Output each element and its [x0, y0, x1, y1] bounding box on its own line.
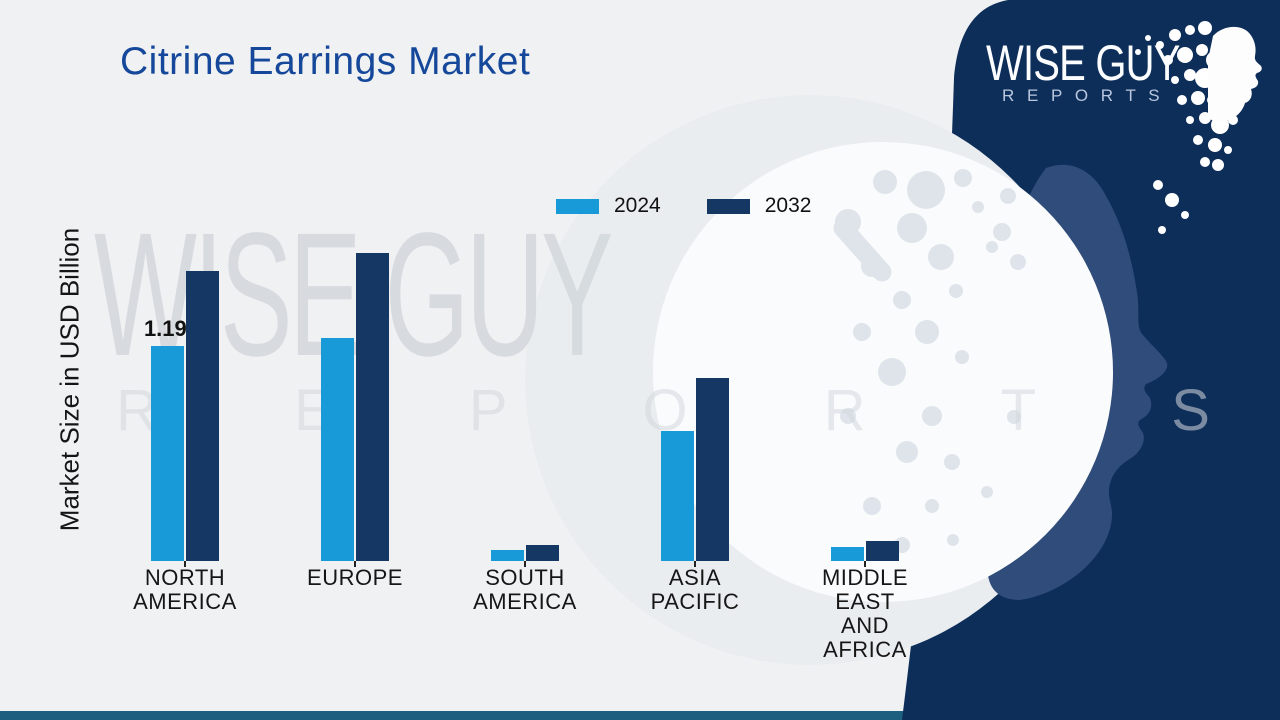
legend-swatch-2024 — [556, 198, 599, 214]
axis-tick — [354, 561, 356, 567]
bar-2032-middle-east-and-africa — [866, 541, 899, 561]
bar-2024-asia-pacific — [661, 431, 694, 561]
legend-item-2024: 2024 — [556, 194, 661, 218]
bar-2032-north-america — [186, 271, 219, 561]
bar-2024-north-america — [151, 346, 184, 561]
bar-2032-europe — [356, 253, 389, 561]
logo-brand-name: WISE GUY — [986, 35, 1180, 91]
category-label: MIDDLE EAST AND AFRICA — [821, 565, 909, 662]
bar-2024-south-america — [491, 550, 524, 561]
bar-2032-south-america — [526, 545, 559, 561]
axis-tick — [184, 561, 186, 567]
legend-label-2032: 2032 — [764, 194, 812, 217]
bar-2032-asia-pacific — [696, 378, 729, 561]
legend: 2024 2032 — [556, 194, 857, 218]
axis-tick — [524, 561, 526, 567]
bottom-accent-bar — [0, 711, 906, 720]
legend-item-2032: 2032 — [706, 194, 812, 218]
category-label: NORTH AMERICA — [133, 565, 237, 614]
page-title: Citrine Earrings Market — [120, 40, 531, 83]
legend-swatch-2032 — [706, 198, 750, 214]
category-label: ASIA PACIFIC — [650, 565, 740, 614]
bar-2024-middle-east-and-africa — [831, 547, 864, 561]
logo-brand-subtitle: R E P O R T S — [1002, 86, 1164, 105]
logo-face-silhouette — [1208, 26, 1262, 122]
axis-tick — [694, 561, 696, 567]
bar-value-label: 1.19 — [143, 316, 187, 341]
y-axis-title: Market Size in USD Billion — [54, 227, 85, 532]
legend-label-2024: 2024 — [614, 194, 661, 217]
watermark-reports-text: R E P O R T S — [116, 378, 1270, 443]
axis-tick — [864, 561, 866, 567]
category-label: SOUTH AMERICA — [473, 565, 577, 614]
category-label: EUROPE — [307, 565, 403, 590]
dot-cluster — [833, 169, 1026, 553]
bar-2024-europe — [321, 338, 354, 561]
